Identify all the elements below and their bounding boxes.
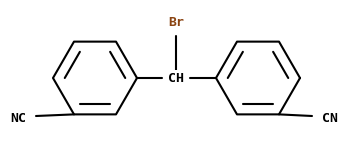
Text: NC: NC bbox=[10, 111, 26, 125]
Text: CN: CN bbox=[322, 111, 338, 125]
Text: Br: Br bbox=[168, 15, 184, 28]
Text: CH: CH bbox=[168, 72, 184, 84]
